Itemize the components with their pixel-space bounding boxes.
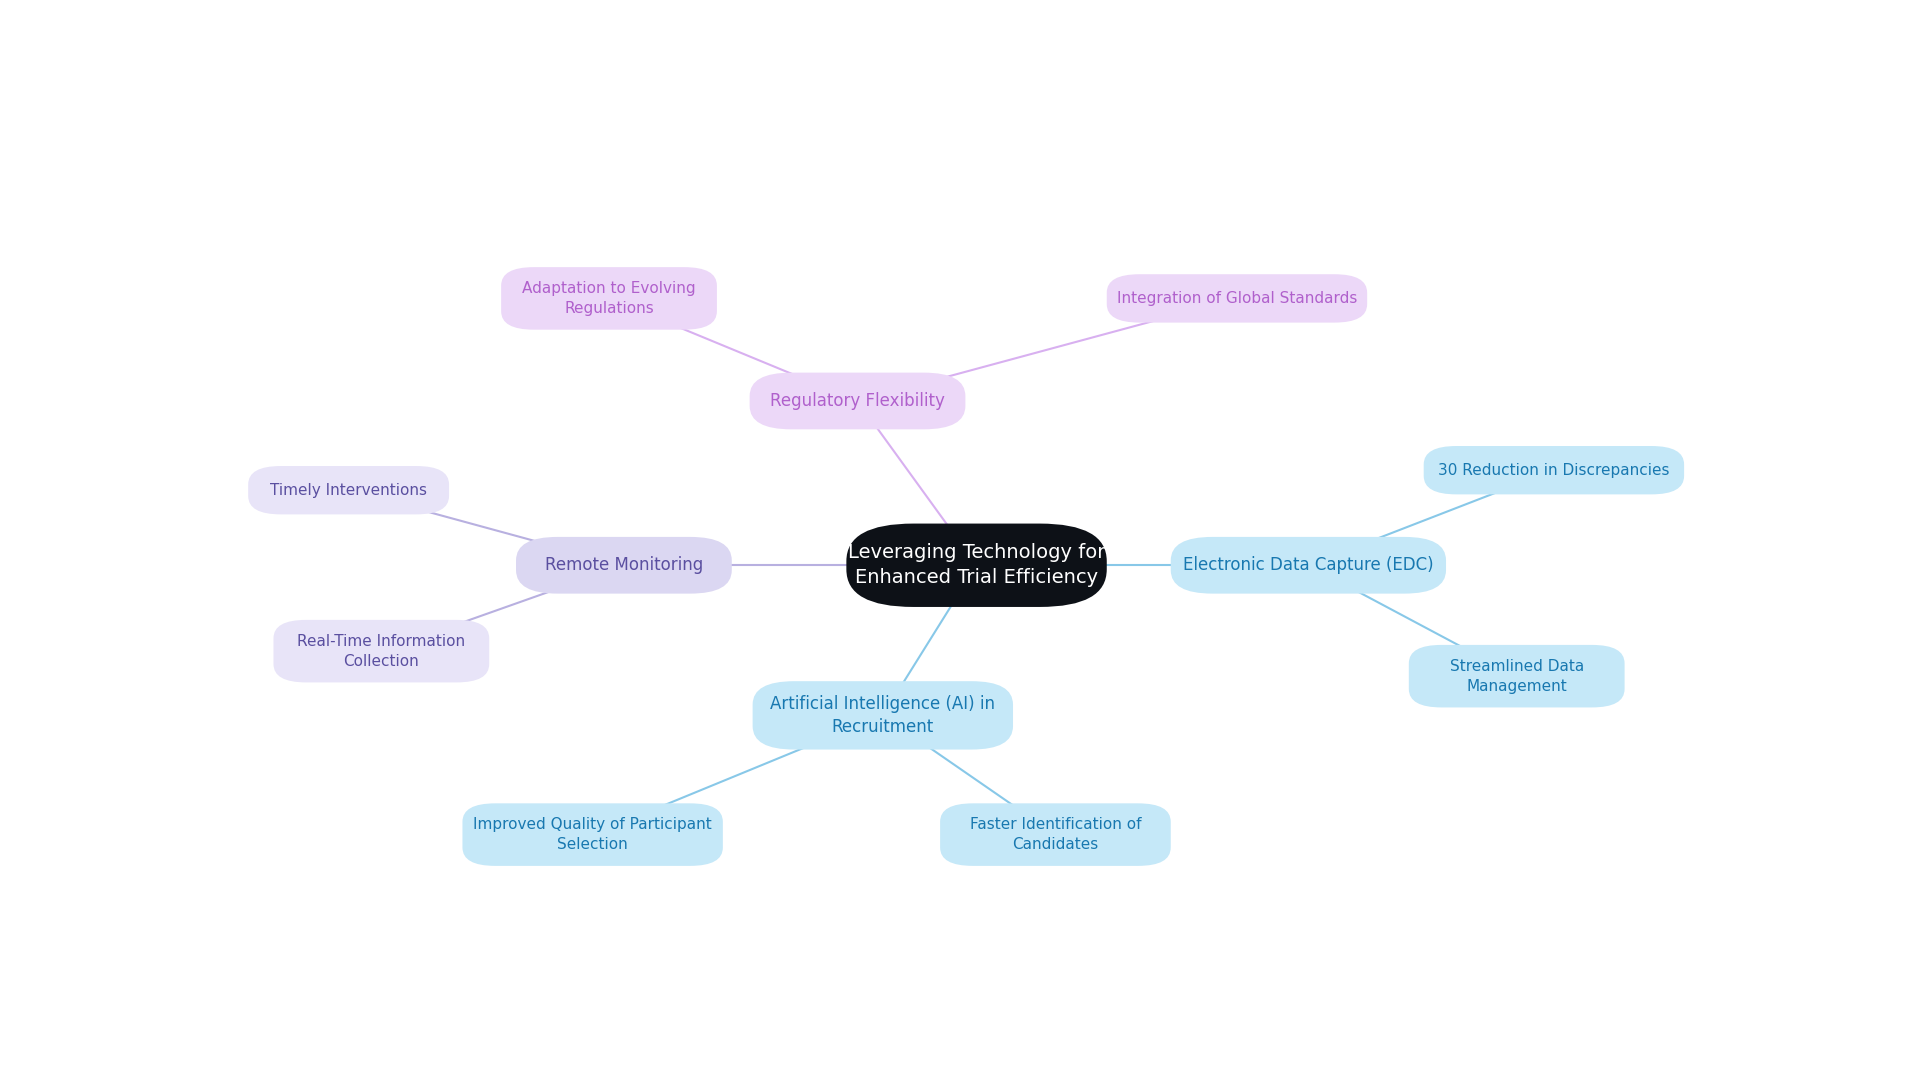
FancyBboxPatch shape	[753, 681, 1014, 749]
Text: Remote Monitoring: Remote Monitoring	[545, 557, 703, 574]
Text: Faster Identification of
Candidates: Faster Identification of Candidates	[970, 818, 1140, 852]
FancyBboxPatch shape	[1425, 446, 1684, 494]
Text: Streamlined Data
Management: Streamlined Data Management	[1450, 658, 1584, 693]
FancyBboxPatch shape	[273, 619, 490, 682]
FancyBboxPatch shape	[1409, 644, 1624, 707]
FancyBboxPatch shape	[941, 804, 1171, 866]
FancyBboxPatch shape	[1171, 537, 1446, 593]
Text: Improved Quality of Participant
Selection: Improved Quality of Participant Selectio…	[474, 818, 712, 852]
FancyBboxPatch shape	[463, 804, 722, 866]
Text: Electronic Data Capture (EDC): Electronic Data Capture (EDC)	[1183, 557, 1434, 574]
Text: Adaptation to Evolving
Regulations: Adaptation to Evolving Regulations	[522, 280, 695, 316]
FancyBboxPatch shape	[501, 268, 716, 329]
FancyBboxPatch shape	[516, 537, 732, 593]
FancyBboxPatch shape	[248, 466, 449, 514]
Text: Leveraging Technology for
Enhanced Trial Efficiency: Leveraging Technology for Enhanced Trial…	[849, 544, 1106, 587]
Text: Real-Time Information
Collection: Real-Time Information Collection	[298, 634, 465, 668]
FancyBboxPatch shape	[847, 523, 1106, 606]
Text: 30 Reduction in Discrepancies: 30 Reduction in Discrepancies	[1438, 462, 1670, 478]
Text: Regulatory Flexibility: Regulatory Flexibility	[770, 392, 945, 410]
Text: Artificial Intelligence (AI) in
Recruitment: Artificial Intelligence (AI) in Recruitm…	[770, 694, 995, 736]
FancyBboxPatch shape	[1106, 274, 1367, 323]
Text: Integration of Global Standards: Integration of Global Standards	[1117, 291, 1357, 305]
FancyBboxPatch shape	[749, 373, 966, 429]
Text: Timely Interventions: Timely Interventions	[271, 483, 426, 498]
